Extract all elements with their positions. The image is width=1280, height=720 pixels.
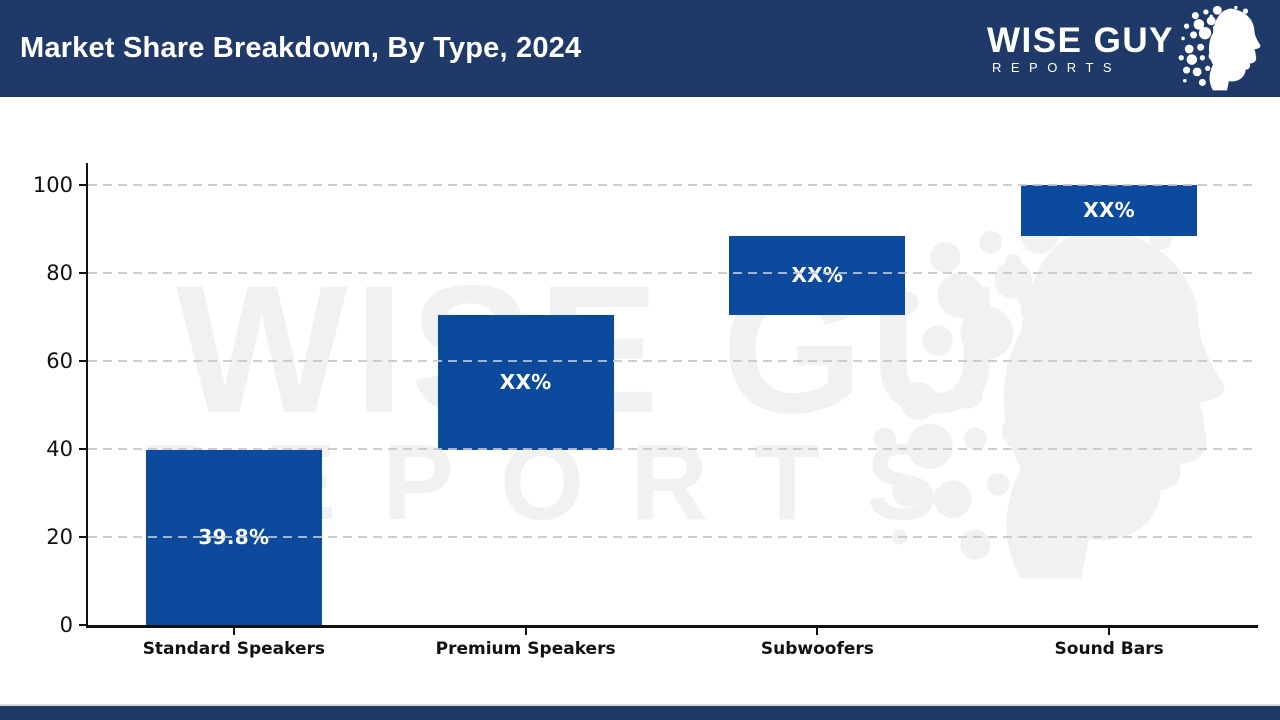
- x-axis-tick: [816, 627, 819, 635]
- gridline-80: [88, 272, 1255, 274]
- header-bar: Market Share Breakdown, By Type, 2024 WI…: [0, 0, 1280, 97]
- gridline-40: [88, 448, 1255, 450]
- y-axis-tick-label-40: 40: [46, 437, 73, 461]
- x-axis: [85, 625, 1258, 628]
- gridline-100: [88, 184, 1255, 186]
- y-axis-tick: [79, 536, 88, 538]
- x-axis-label-subwoofers: Subwoofers: [760, 639, 874, 659]
- gridline-60: [88, 360, 1255, 362]
- bar-value-label: XX%: [791, 263, 844, 288]
- y-axis-tick-label-60: 60: [46, 349, 73, 373]
- x-axis-label-standard-speakers: Standard Speakers: [142, 639, 326, 659]
- y-axis-tick-label-0: 0: [59, 613, 73, 637]
- y-axis-tick-label-100: 100: [32, 173, 73, 197]
- x-axis-tick: [524, 627, 527, 635]
- y-axis-tick-label-20: 20: [46, 525, 73, 549]
- x-axis-label-sound-bars: Sound Bars: [1054, 639, 1164, 659]
- logo-wordmark-block: WISE GUY REPORTS: [987, 23, 1174, 74]
- y-axis-tick: [79, 272, 88, 274]
- y-axis-tick-label-80: 80: [46, 261, 73, 285]
- x-axis-tick: [232, 627, 235, 635]
- wiseguy-face-watermark-icon: [862, 212, 1240, 594]
- y-axis-tick: [79, 624, 88, 626]
- x-axis-label-premium-speakers: Premium Speakers: [435, 639, 616, 659]
- bar-value-label: XX%: [499, 370, 552, 395]
- bar-sound-bars: XX%: [1021, 185, 1198, 236]
- bar-subwoofers: XX%: [729, 235, 906, 315]
- x-axis-tick: [1108, 627, 1111, 635]
- bar-premium-speakers: XX%: [437, 314, 614, 450]
- gridline-20: [88, 536, 1255, 538]
- y-axis: [85, 163, 88, 628]
- wiseguy-logo: WISE GUY REPORTS: [987, 5, 1264, 93]
- page-title: Market Share Breakdown, By Type, 2024: [20, 32, 582, 64]
- logo-subtext: REPORTS: [991, 60, 1122, 75]
- bar-value-label: XX%: [1083, 198, 1136, 223]
- y-axis-tick: [79, 184, 88, 186]
- footer-bar: [0, 704, 1280, 720]
- logo-wordmark: WISE GUY: [986, 21, 1174, 60]
- y-axis-tick: [79, 448, 88, 450]
- wiseguy-face-icon: [1176, 5, 1264, 93]
- y-axis-tick: [79, 360, 88, 362]
